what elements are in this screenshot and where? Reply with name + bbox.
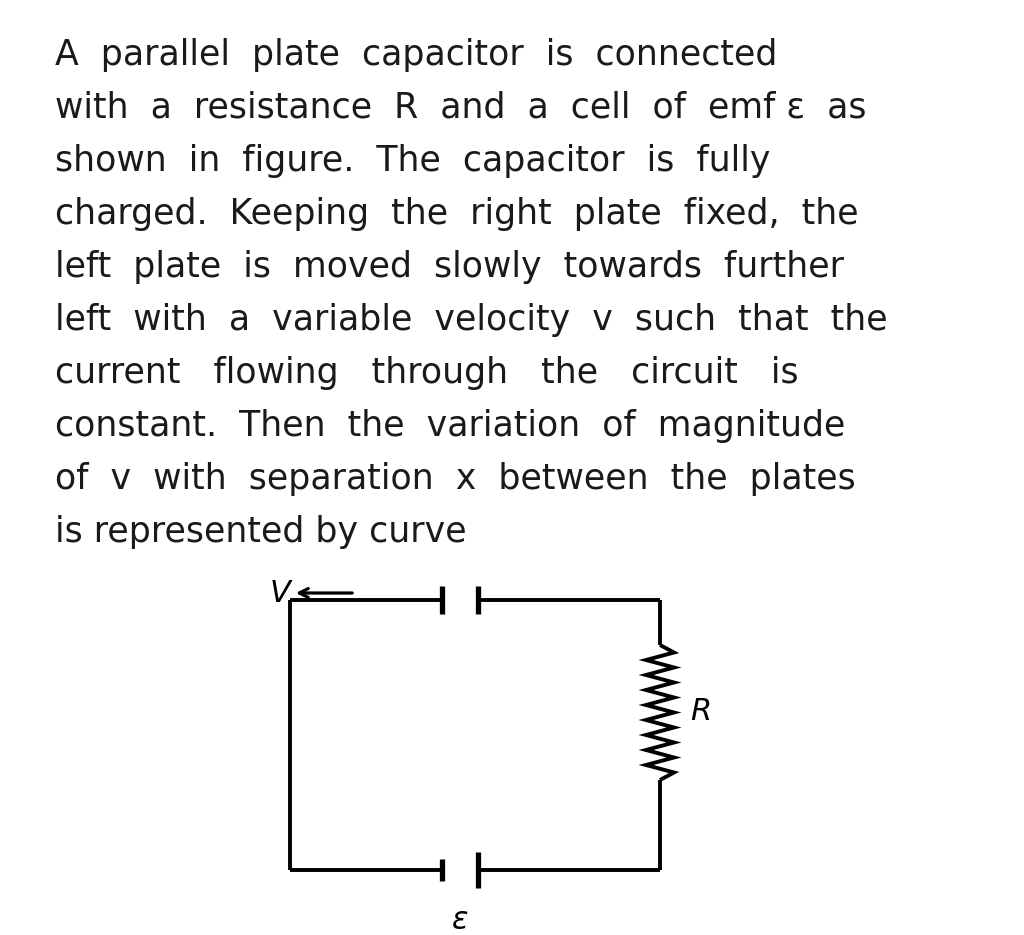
- Text: with  a  resistance  R  and  a  cell  of  emf ε  as: with a resistance R and a cell of emf ε …: [55, 91, 866, 125]
- Text: left  plate  is  moved  slowly  towards  further: left plate is moved slowly towards furth…: [55, 250, 844, 284]
- Text: V: V: [269, 579, 290, 608]
- Text: A  parallel  plate  capacitor  is  connected: A parallel plate capacitor is connected: [55, 38, 777, 72]
- Text: constant.  Then  the  variation  of  magnitude: constant. Then the variation of magnitud…: [55, 409, 846, 443]
- Text: charged.  Keeping  the  right  plate  fixed,  the: charged. Keeping the right plate fixed, …: [55, 197, 859, 231]
- Text: R: R: [690, 698, 712, 726]
- Text: left  with  a  variable  velocity  v  such  that  the: left with a variable velocity v such tha…: [55, 303, 888, 337]
- Text: ε: ε: [452, 906, 468, 935]
- Text: of  v  with  separation  x  between  the  plates: of v with separation x between the plate…: [55, 462, 856, 496]
- Text: shown  in  figure.  The  capacitor  is  fully: shown in figure. The capacitor is fully: [55, 144, 770, 178]
- Text: current   flowing   through   the   circuit   is: current flowing through the circuit is: [55, 356, 799, 390]
- Text: is represented by curve: is represented by curve: [55, 515, 467, 549]
